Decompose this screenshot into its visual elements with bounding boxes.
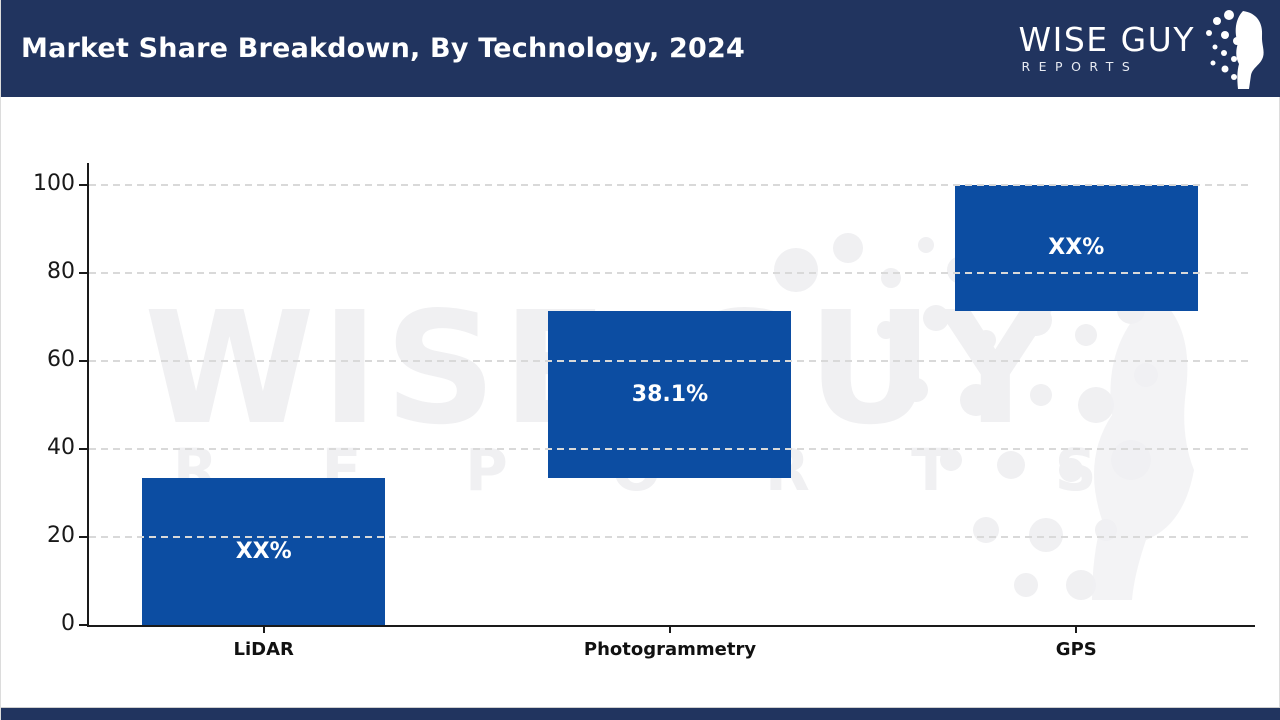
footer-bar	[1, 707, 1280, 720]
bar-lidar: XX%	[142, 478, 386, 625]
x-category-label: LiDAR	[233, 639, 294, 660]
gridline	[89, 536, 1253, 538]
x-category-label: Photogrammetry	[583, 639, 757, 660]
y-tick-mark	[79, 624, 87, 626]
brand-text: WISE GUY REPORTS	[1018, 23, 1195, 74]
header: Market Share Breakdown, By Technology, 2…	[1, 0, 1280, 97]
y-tick-label: 60	[47, 347, 75, 372]
y-tick-label: 80	[47, 259, 75, 284]
x-tick-mark	[1075, 627, 1078, 633]
x-tick-mark	[668, 627, 671, 633]
brand-subtitle: REPORTS	[1021, 59, 1139, 75]
bar-value-label: XX%	[235, 539, 292, 565]
brand-logo: WISE GUY REPORTS	[1018, 7, 1267, 91]
y-tick-label: 100	[33, 171, 75, 196]
bar-value-label: XX%	[1048, 235, 1105, 261]
plot-area: 0 20 40 60 80 100 XX% LiDAR 38.1% Photogrammetry X…	[33, 163, 1255, 660]
y-tick-mark	[79, 448, 87, 450]
y-tick-mark	[79, 536, 87, 538]
brand-name: WISE GUY	[1018, 20, 1195, 60]
gridline	[89, 272, 1253, 274]
y-tick-mark	[79, 272, 87, 274]
bar-value-label: 38.1%	[631, 382, 709, 408]
x-category-label: GPS	[1055, 639, 1097, 660]
y-tick-label: 40	[47, 435, 75, 460]
y-tick-label: 0	[61, 611, 75, 636]
bar-gps: XX%	[954, 185, 1198, 311]
x-tick-mark	[262, 627, 265, 633]
y-axis	[87, 163, 89, 627]
x-axis	[87, 625, 1255, 627]
gridline	[89, 360, 1253, 362]
brand-face-icon	[1206, 9, 1264, 89]
y-tick-mark	[79, 360, 87, 362]
bar-photogrammetry: 38.1%	[548, 310, 792, 479]
gridline	[89, 448, 1253, 450]
gridline	[89, 184, 1253, 186]
y-tick-label: 20	[47, 523, 75, 548]
page-title: Market Share Breakdown, By Technology, 2…	[21, 33, 746, 64]
y-tick-mark	[79, 184, 87, 186]
